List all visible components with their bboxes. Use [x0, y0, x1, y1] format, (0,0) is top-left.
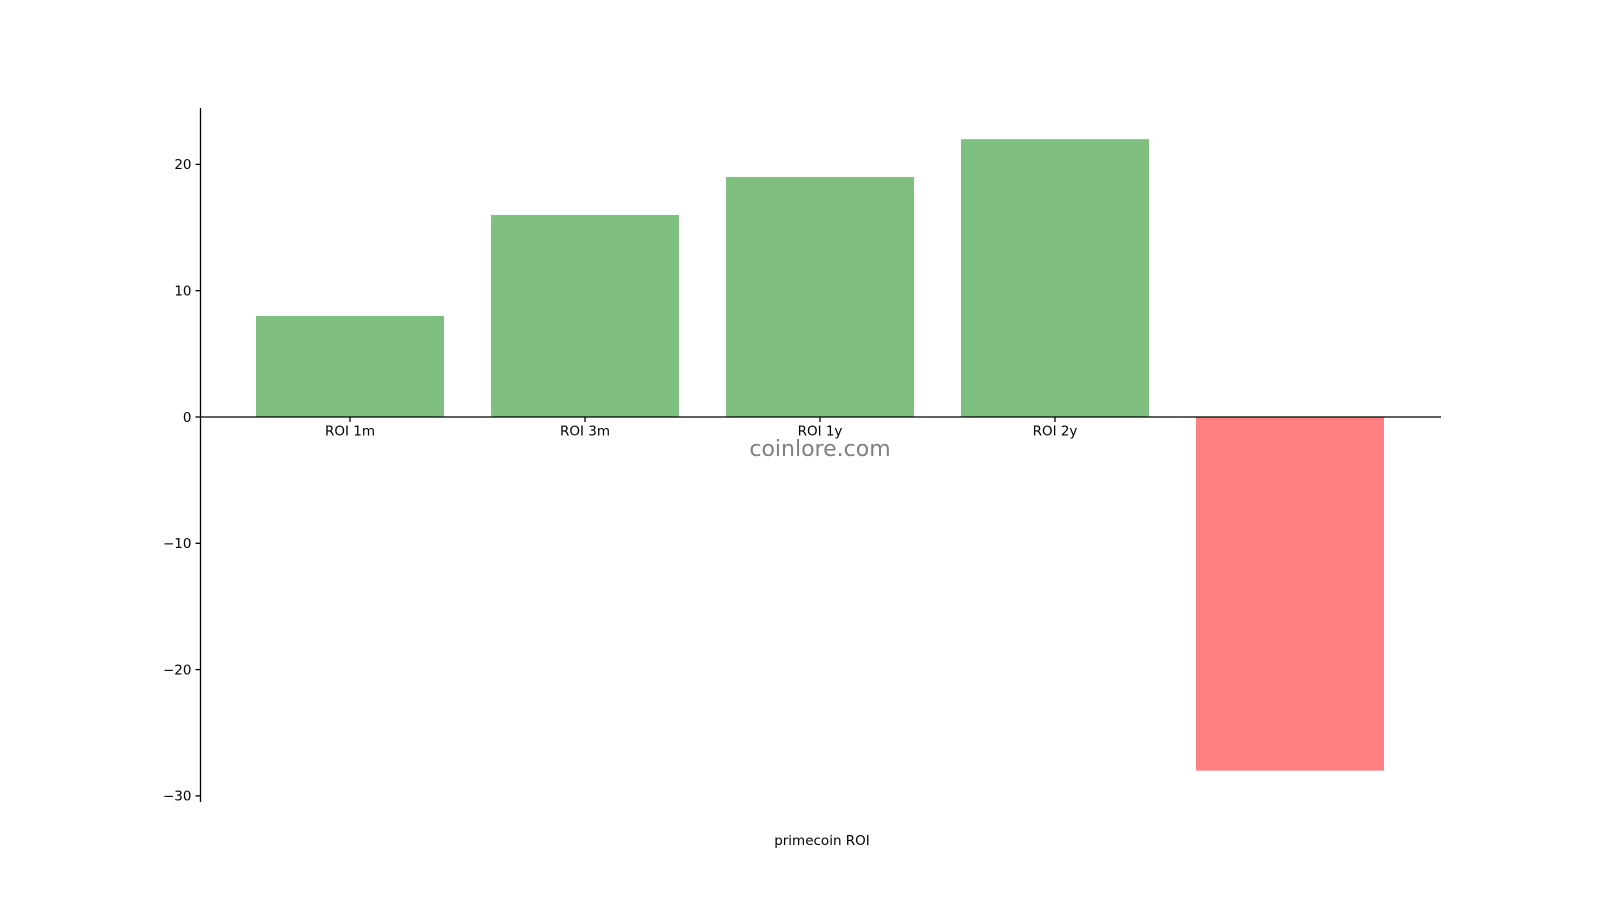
x-tick-label: ROI 1m: [325, 423, 375, 439]
x-tick-label: ROI 1y: [798, 423, 843, 439]
bar-roi-2y: [961, 139, 1149, 417]
chart-title: primecoin ROI: [774, 833, 870, 849]
y-tick-label: −30: [163, 789, 192, 805]
axes-layer: [199, 108, 1441, 802]
y-tick-label: 10: [174, 284, 191, 300]
ticks-layer: 20 10 0 −10 −20 −30 ROI 1m ROI 3m ROI 1y ROI 2y: [163, 157, 1077, 805]
y-tick-label: −10: [163, 536, 192, 552]
y-tick-label: 0: [183, 410, 192, 426]
x-tick-label: ROI 2y: [1033, 423, 1078, 439]
bar-roi-1m: [256, 315, 444, 417]
y-tick-label: 20: [174, 157, 191, 173]
y-tick-label: −20: [163, 662, 192, 678]
bar-roi-3m: [491, 214, 679, 417]
bars-layer: [256, 139, 1384, 771]
watermark: coinlore.com: [749, 437, 890, 462]
bar-roi-1y: [726, 177, 914, 417]
bar-unlabeled: [1196, 417, 1384, 771]
x-tick-label: ROI 3m: [560, 423, 610, 439]
